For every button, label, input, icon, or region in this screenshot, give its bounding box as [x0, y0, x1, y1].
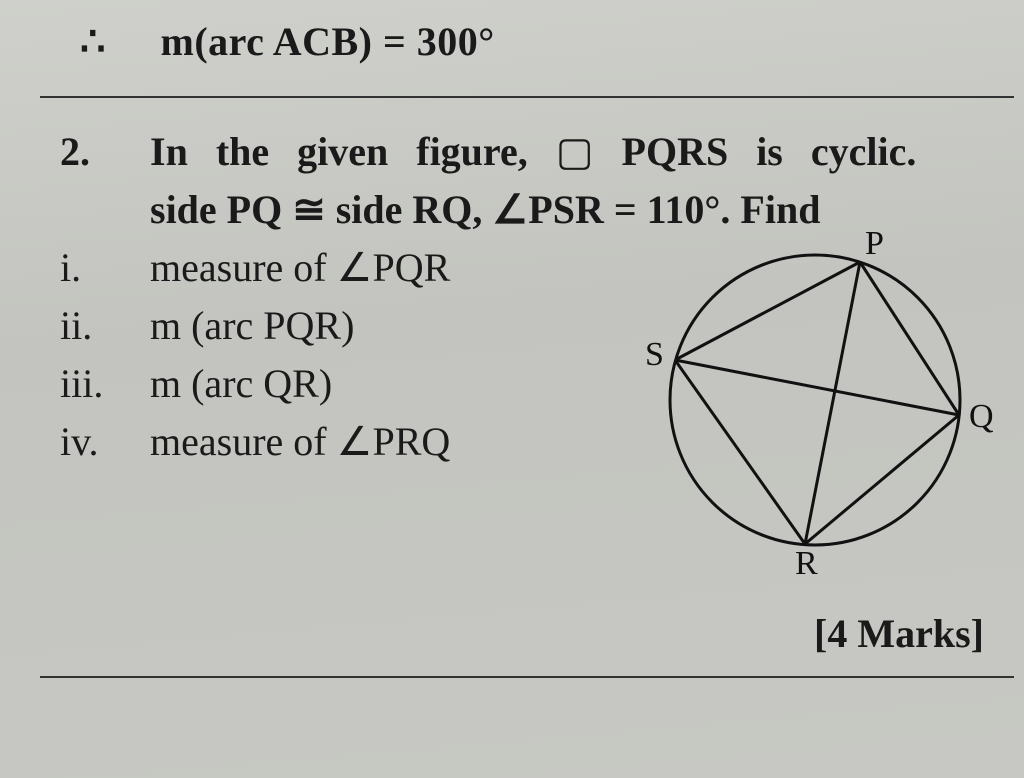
svg-text:S: S — [645, 336, 664, 373]
svg-text:P: P — [865, 225, 884, 262]
item-label-iv: iv. — [60, 418, 99, 465]
svg-text:Q: Q — [969, 398, 994, 435]
square-symbol: ▢ — [556, 130, 594, 174]
conclusion-text: m(arc ACB) = 300° — [161, 19, 495, 64]
qline1-b: PQRS is cyclic. — [594, 129, 917, 174]
item-text-ii: m (arc PQR) — [150, 302, 354, 349]
item-text-iii: m (arc QR) — [150, 360, 332, 407]
figure-svg: PQRS — [630, 230, 1000, 590]
item-label-i: i. — [60, 244, 81, 291]
question-number: 2. — [60, 128, 90, 175]
question-line-2: side PQ ≅ side RQ, ∠PSR = 110°. Find — [150, 186, 820, 233]
item-label-iii: iii. — [60, 360, 103, 407]
divider-bottom — [40, 676, 1014, 678]
conclusion-line: ∴ m(arc ACB) = 300° — [80, 18, 495, 65]
item-text-i: measure of ∠PQR — [150, 244, 450, 291]
qline1-a: In the given figure, — [150, 129, 556, 174]
item-text-iv: measure of ∠PRQ — [150, 418, 450, 465]
question-line-1: In the given figure, ▢ PQRS is cyclic. — [150, 128, 980, 175]
divider-top — [40, 96, 1014, 98]
page-root: ∴ m(arc ACB) = 300° 2. In the given figu… — [0, 0, 1024, 778]
marks-label: [4 Marks] — [814, 610, 984, 657]
figure-circle-pqrs: PQRS — [630, 230, 1000, 590]
item-label-ii: ii. — [60, 302, 92, 349]
therefore-symbol: ∴ — [80, 18, 150, 65]
svg-text:R: R — [795, 545, 818, 582]
